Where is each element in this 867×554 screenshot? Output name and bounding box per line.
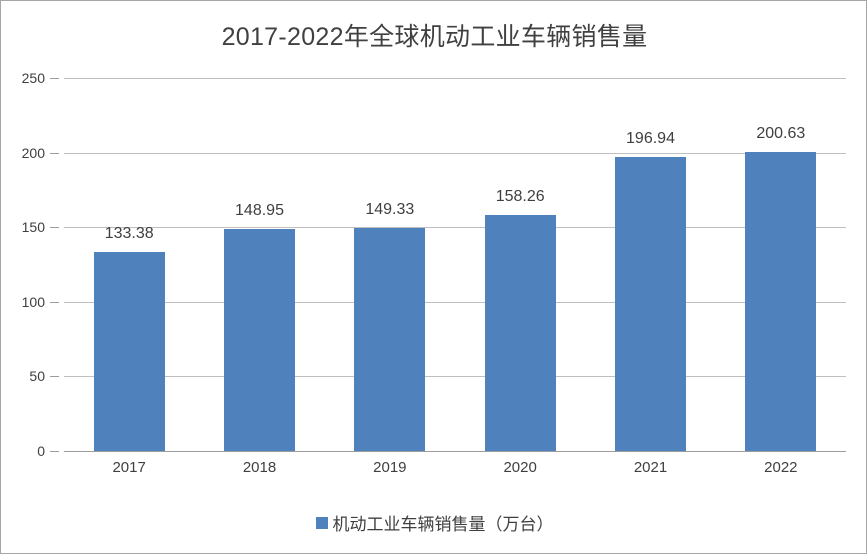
bar-2021[interactable]	[615, 157, 686, 451]
y-axis-tick-mark	[50, 227, 59, 229]
bar-2017[interactable]	[93, 251, 165, 451]
x-axis-tick-label-2022: 2022	[764, 459, 798, 476]
gridline	[64, 227, 846, 229]
y-axis-tick-label: 0	[37, 443, 45, 459]
chart-title: 2017-2022年全球机动工业车辆销售量	[221, 23, 648, 51]
y-axis-tick-label: 150	[21, 219, 45, 236]
y-axis-tick-label: 50	[29, 368, 45, 385]
bar-value-label-2017: 133.38	[104, 224, 154, 242]
legend-label: 机动工业车辆销售量（万台）	[332, 515, 554, 534]
bar-2022[interactable]	[745, 151, 817, 451]
bar-value-label-2020: 158.26	[495, 187, 545, 205]
bar-2019[interactable]	[354, 228, 426, 451]
x-axis-tick-label-2017: 2017	[112, 459, 146, 476]
bar-value-label-2022: 200.63	[756, 124, 806, 142]
x-axis-tick-label-2018: 2018	[242, 459, 277, 476]
bar-value-label-2021: 196.94	[626, 130, 675, 148]
bar-value-label-2019: 149.33	[365, 201, 415, 219]
gridline	[64, 376, 846, 378]
x-axis-tick-label-2021: 2021	[633, 459, 668, 476]
bar-2020[interactable]	[484, 214, 556, 451]
y-axis-tick-mark	[50, 301, 59, 303]
y-axis-tick-label: 250	[21, 70, 45, 86]
y-axis: 0 50 100 150 200 250	[1, 1, 64, 553]
x-axis-line	[64, 451, 846, 452]
y-axis-tick-label: 200	[21, 144, 45, 161]
bar-value-label-2018: 148.95	[235, 201, 284, 219]
x-axis-tick-label-2019: 2019	[373, 459, 407, 476]
gridline	[64, 301, 846, 303]
legend-swatch-icon	[315, 516, 328, 529]
y-axis-tick-label: 100	[21, 293, 45, 310]
y-axis-tick-mark	[50, 78, 59, 79]
x-axis-tick-label-2020: 2020	[503, 459, 537, 476]
gridline	[64, 152, 846, 154]
y-axis-tick-mark	[50, 451, 59, 452]
chart-legend: 机动工业车辆销售量（万台）	[1, 510, 866, 535]
y-axis-tick-mark	[50, 152, 59, 154]
bar-2018[interactable]	[224, 228, 295, 451]
gridline	[64, 78, 846, 79]
y-axis-tick-mark	[50, 376, 59, 378]
